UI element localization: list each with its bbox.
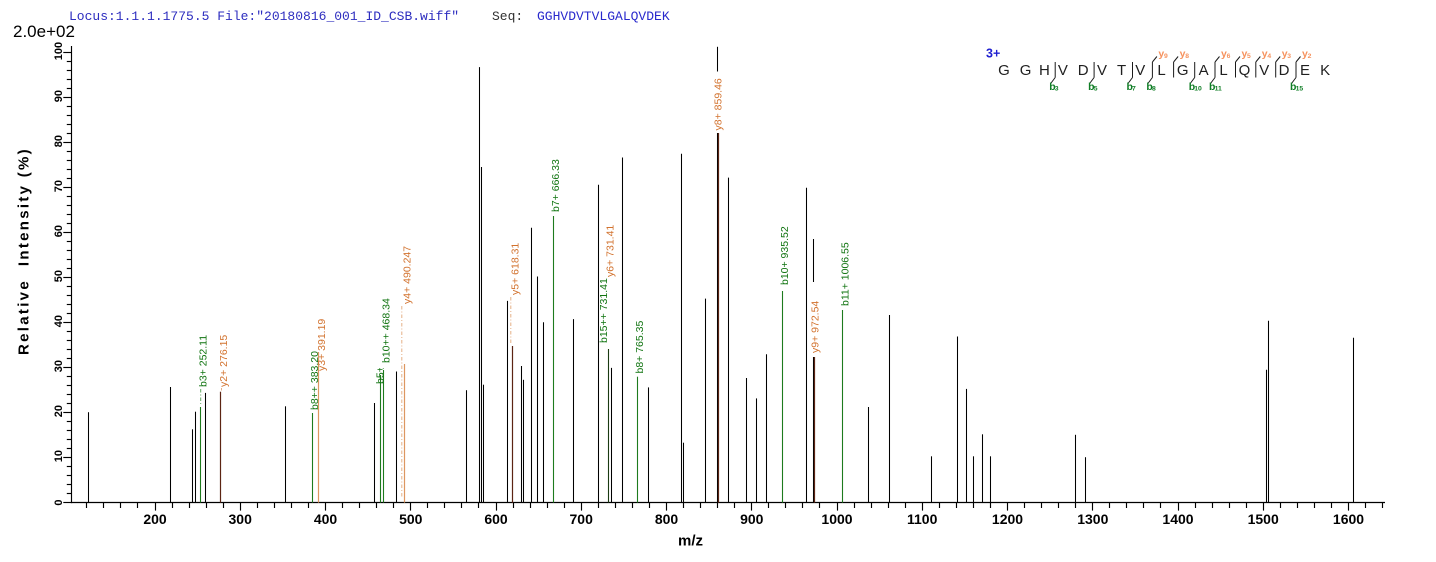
svg-text:V: V [1135,62,1145,79]
svg-text:E: E [1300,62,1310,79]
svg-text:b8+ 765.35: b8+ 765.35 [634,320,646,373]
svg-text:b: b [1209,81,1215,93]
svg-text:D: D [1078,62,1089,79]
svg-text:8: 8 [1152,86,1156,93]
svg-text:y5+ 618.31: y5+ 618.31 [509,243,521,295]
svg-text:G: G [1177,62,1189,79]
svg-text:400: 400 [314,511,338,527]
svg-text:y: y [1158,48,1164,60]
svg-text:y: y [1221,48,1227,60]
svg-text:4: 4 [1267,53,1271,60]
svg-text:15: 15 [1296,86,1304,93]
svg-text:Seq:: Seq: [492,9,523,24]
svg-text:m/z: m/z [678,533,703,550]
svg-text:600: 600 [484,511,508,527]
svg-text:60: 60 [53,225,65,237]
svg-text:Locus:1.1.1.1775.5 File:"20180: Locus:1.1.1.1775.5 File:"20180816_001_ID… [69,9,459,24]
svg-text:10: 10 [1194,86,1202,93]
svg-text:10: 10 [53,450,65,462]
svg-text:1000: 1000 [821,511,852,527]
svg-text:b8++ 383.20: b8++ 383.20 [309,351,321,410]
svg-text:A: A [1199,62,1209,79]
svg-text:11: 11 [1215,86,1222,93]
svg-text:9: 9 [1164,53,1168,60]
svg-text:7: 7 [1132,86,1136,93]
svg-text:y2+ 276.15: y2+ 276.15 [218,335,230,387]
svg-text:b3+ 252.11: b3+ 252.11 [197,335,209,387]
svg-text:y6+ 731.41: y6+ 731.41 [604,225,616,277]
svg-text:y9+ 972.54: y9+ 972.54 [809,301,821,353]
svg-text:5: 5 [1247,53,1251,60]
svg-text:y: y [1242,48,1248,60]
svg-text:1100: 1100 [907,511,938,527]
svg-text:V: V [1259,62,1269,79]
svg-text:G: G [998,62,1010,79]
svg-text:500: 500 [399,511,423,527]
svg-text:GGHVDVTVLGALQVDEK: GGHVDVTVLGALQVDEK [537,9,670,24]
svg-text:H: H [1039,62,1050,79]
svg-text:y4+ 490.247: y4+ 490.247 [401,246,413,304]
svg-text:3+: 3+ [986,47,1000,61]
svg-text:b: b [1189,81,1195,93]
svg-text:30: 30 [53,360,65,372]
svg-text:900: 900 [740,511,764,527]
svg-text:b7+ 666.33: b7+ 666.33 [550,159,562,212]
svg-text:G: G [1020,62,1032,79]
svg-text:50: 50 [53,270,65,282]
svg-text:3: 3 [1055,86,1059,93]
svg-text:40: 40 [53,315,65,327]
svg-text:200: 200 [143,511,167,527]
svg-text:80: 80 [53,135,65,147]
svg-text:1400: 1400 [1162,511,1193,527]
svg-text:Relative Intensity (%): Relative Intensity (%) [16,147,33,355]
svg-text:y: y [1302,48,1308,60]
svg-text:1200: 1200 [992,511,1023,527]
svg-text:b: b [1049,81,1055,93]
svg-text:V: V [1058,62,1068,79]
svg-text:K: K [1320,62,1330,79]
svg-text:b: b [1088,81,1094,93]
svg-text:b10+ 935.52: b10+ 935.52 [779,226,791,285]
svg-text:b: b [1146,81,1152,93]
svg-text:2.0e+02: 2.0e+02 [13,22,75,41]
svg-text:5: 5 [1094,86,1098,93]
svg-text:700: 700 [570,511,594,527]
svg-text:D: D [1279,62,1290,79]
svg-text:L: L [1219,62,1227,79]
svg-text:300: 300 [229,511,253,527]
svg-text:y: y [1180,48,1186,60]
svg-text:1600: 1600 [1333,511,1364,527]
svg-text:T: T [1117,62,1126,79]
svg-text:y: y [1262,48,1268,60]
svg-text:1500: 1500 [1248,511,1279,527]
svg-text:1300: 1300 [1077,511,1108,527]
svg-text:Q: Q [1239,62,1251,79]
svg-text:800: 800 [655,511,679,527]
svg-text:b: b [1127,81,1133,93]
svg-text:y: y [1282,48,1288,60]
svg-text:100: 100 [53,42,65,60]
svg-text:8: 8 [1185,53,1189,60]
svg-text:b11+ 1006.55: b11+ 1006.55 [839,242,851,306]
svg-text:2: 2 [1308,53,1312,60]
svg-text:b15++ 731.41: b15++ 731.41 [598,278,610,343]
svg-text:L: L [1157,62,1165,79]
svg-text:y3+ 391.19: y3+ 391.19 [316,319,328,371]
svg-text:b: b [1290,81,1296,93]
svg-text:20: 20 [53,405,65,417]
svg-text:90: 90 [53,90,65,102]
svg-text:V: V [1097,62,1107,79]
svg-text:3: 3 [1287,53,1291,60]
svg-text:y8+ 859.46: y8+ 859.46 [712,78,724,130]
svg-text:0: 0 [53,500,65,506]
svg-text:b10++ 468.34: b10++ 468.34 [380,298,392,363]
svg-text:70: 70 [53,180,65,192]
svg-text:6: 6 [1227,53,1231,60]
